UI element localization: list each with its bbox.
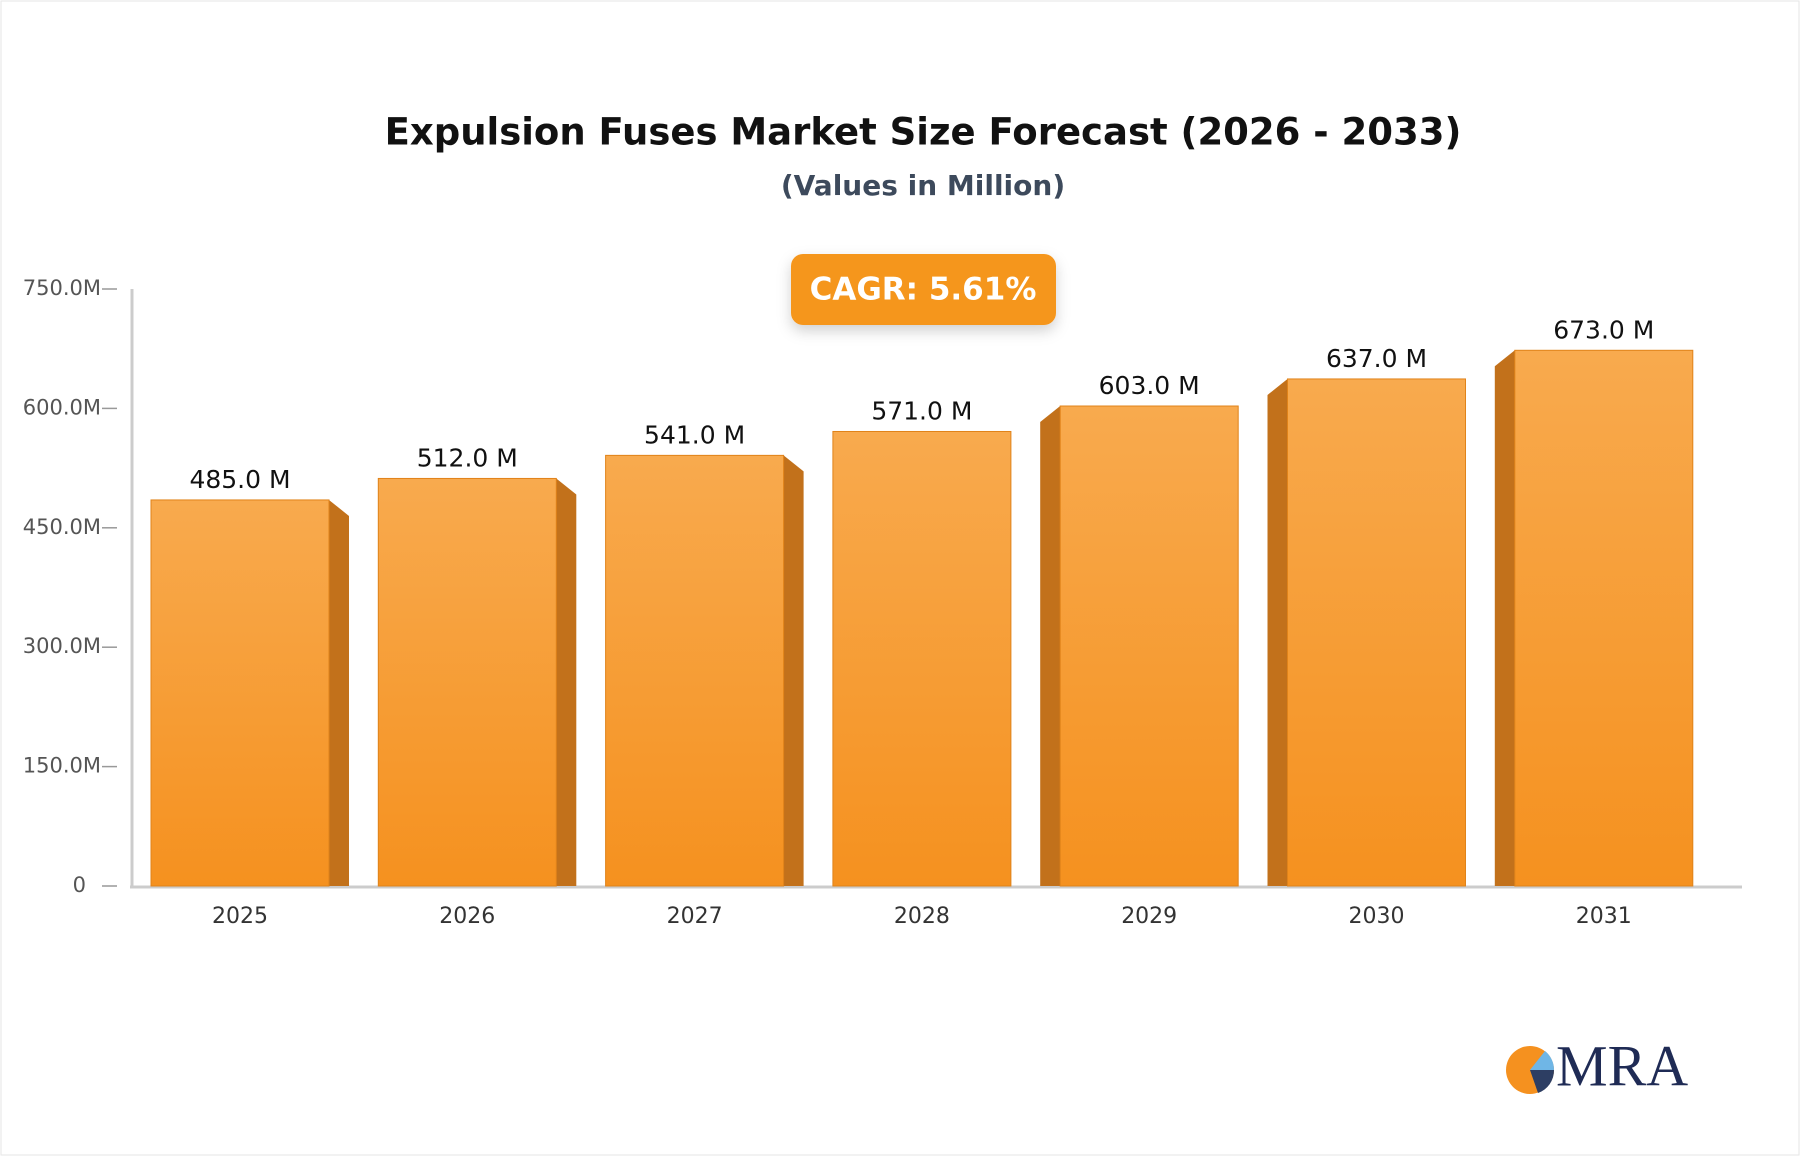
x-tick-label: 2029 — [1121, 904, 1177, 929]
value-label: 512.0 M — [417, 443, 518, 472]
logo-text: MRA — [1556, 1033, 1688, 1098]
cagr-box — [791, 254, 1056, 325]
bar — [1514, 349, 1694, 887]
x-tick-label: 2025 — [212, 904, 268, 929]
cagr-label: CAGR: 5.61% — [810, 272, 1037, 308]
x-tick-label: 2027 — [667, 904, 723, 929]
x-tick-label: 2030 — [1349, 904, 1405, 929]
value-label: 637.0 M — [1326, 344, 1427, 373]
value-label: 673.0 M — [1553, 315, 1654, 344]
cagr-badge — [791, 254, 1056, 325]
bar-side — [329, 499, 349, 886]
value-label: 603.0 M — [1099, 371, 1200, 400]
y-tick-label: 450.0M — [23, 515, 101, 539]
y-tick-label: 600.0M — [23, 395, 101, 419]
x-tick-label: 2028 — [894, 904, 950, 929]
bar — [832, 430, 1012, 887]
bar — [377, 477, 557, 887]
y-tick-label: 750.0M — [23, 276, 101, 300]
y-tick-label: 300.0M — [23, 634, 101, 658]
bar-side — [1494, 350, 1515, 886]
y-tick-label: 150.0M — [23, 754, 101, 778]
bar — [150, 499, 330, 887]
bar-side — [783, 455, 804, 886]
logo: MRA — [1506, 1033, 1688, 1098]
bar — [1059, 405, 1239, 887]
y-tick-label: 0 — [73, 873, 86, 897]
value-label: 541.0 M — [644, 420, 745, 449]
bar-side — [556, 478, 577, 886]
value-label: 485.0 M — [189, 465, 290, 494]
logo-slice — [1530, 1051, 1555, 1070]
value-label: 571.0 M — [871, 396, 972, 425]
x-tick-label: 2031 — [1576, 904, 1632, 929]
logo-slice — [1530, 1070, 1555, 1093]
bar — [605, 454, 785, 887]
bar-side — [1267, 378, 1288, 886]
bar-side — [1040, 406, 1061, 886]
x-tick-label: 2026 — [439, 904, 495, 929]
chart-subtitle: (Values in Million) — [781, 169, 1065, 202]
bars — [150, 349, 1694, 887]
chart-title: Expulsion Fuses Market Size Forecast (20… — [385, 111, 1462, 154]
bar — [1287, 378, 1466, 887]
